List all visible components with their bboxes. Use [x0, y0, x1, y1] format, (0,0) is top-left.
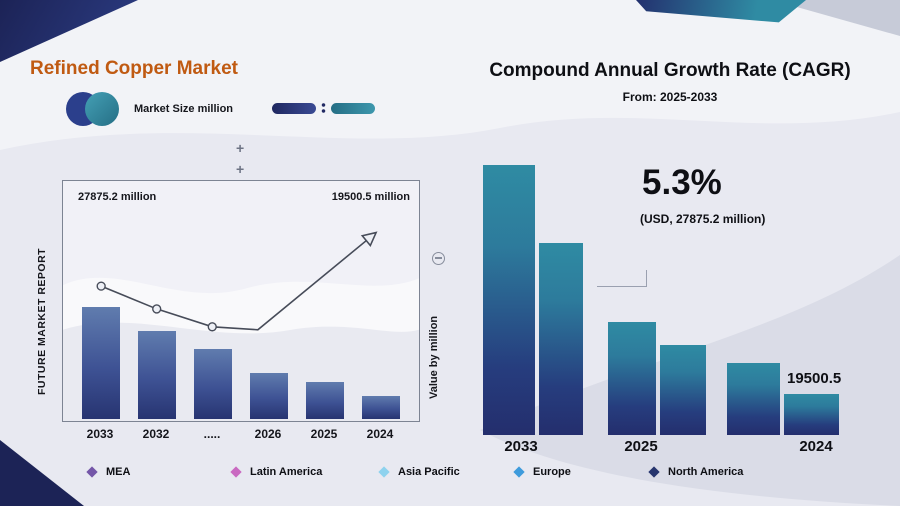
legend-diamond-icon — [648, 466, 660, 478]
value-callout: 19500.5 — [787, 370, 842, 387]
right-chart-subtitle: From: 2025-2033 — [622, 90, 718, 104]
legend-diamond-icon — [513, 466, 525, 478]
bottom-legend: MEA Latin America Asia Pacific Europe North … — [0, 466, 900, 486]
pill-teal-icon — [331, 102, 375, 114]
legend-label: MEA — [106, 466, 131, 478]
left-bar-2032 — [138, 331, 176, 419]
pill-separator-icon — [321, 102, 326, 114]
legend-item-north-america: North America — [648, 466, 744, 478]
legend-label: Asia Pacific — [398, 466, 460, 478]
plus-icon: + — [236, 140, 245, 156]
circle-minus-icon — [432, 252, 445, 265]
right-chart-title: Compound Annual Growth Rate (CAGR) — [489, 60, 851, 81]
pill-navy-icon — [272, 102, 316, 114]
left-x-label: 2033 — [86, 427, 114, 441]
left-bar-2024 — [362, 396, 400, 419]
left-x-label: 2026 — [254, 427, 282, 441]
right-x-label-2024: 2024 — [799, 438, 833, 455]
left-bar-2026 — [250, 373, 288, 419]
right-bar-4 — [727, 363, 780, 435]
legend-item-asia-pacific: Asia Pacific — [378, 466, 460, 478]
right-x-label-2033: 2033 — [504, 438, 538, 455]
legend-label: Europe — [533, 466, 571, 478]
right-x-label-2025: 2025 — [624, 438, 658, 455]
right-bar-3 — [660, 345, 706, 435]
step-line-decoration — [597, 270, 647, 287]
right-bar-2 — [608, 322, 656, 435]
left-bars — [63, 181, 419, 421]
left-chart-title: Refined Copper Market — [30, 58, 238, 79]
left-x-label: 2025 — [310, 427, 338, 441]
left-chart-area: 27875.2 million 19500.5 million — [62, 180, 420, 422]
legend-label: Latin America — [250, 466, 323, 478]
legend-diamond-icon — [230, 466, 242, 478]
market-size-label: Market Size million — [134, 103, 234, 115]
cylinder-icon — [66, 92, 120, 126]
legend-diamond-icon — [86, 466, 98, 478]
right-bar-1 — [539, 243, 583, 435]
left-chart-min-value: 19500.5 million — [331, 191, 410, 203]
left-x-label: 2024 — [366, 427, 394, 441]
cagr-detail: (USD, 27875.2 million) — [640, 212, 766, 226]
plus-icon: + — [236, 161, 245, 177]
left-bar-..... — [194, 349, 232, 419]
legend-item-mea: MEA — [86, 466, 131, 478]
right-bar-0 — [483, 165, 535, 435]
market-size-legend: Market Size million — [66, 92, 233, 126]
cagr-value: 5.3% — [642, 163, 722, 202]
trend-arrow — [96, 231, 378, 332]
legend-diamond-icon — [378, 466, 390, 478]
legend-label: North America — [668, 466, 744, 478]
left-chart-max-value: 27875.2 million — [78, 191, 157, 203]
left-bar-2033 — [82, 307, 120, 419]
left-x-label: 2032 — [142, 427, 170, 441]
left-x-labels: 2033 2032..... 2026 2025 2024 — [62, 427, 420, 441]
left-x-label: ..... — [203, 427, 221, 441]
legend-item-latin-america: Latin America — [230, 466, 323, 478]
cylinder-front-disc — [85, 92, 119, 126]
pill-bars-icon — [272, 102, 375, 114]
legend-item-europe: Europe — [513, 466, 571, 478]
right-bar-5 — [784, 394, 839, 435]
left-bar-2025 — [306, 382, 344, 419]
